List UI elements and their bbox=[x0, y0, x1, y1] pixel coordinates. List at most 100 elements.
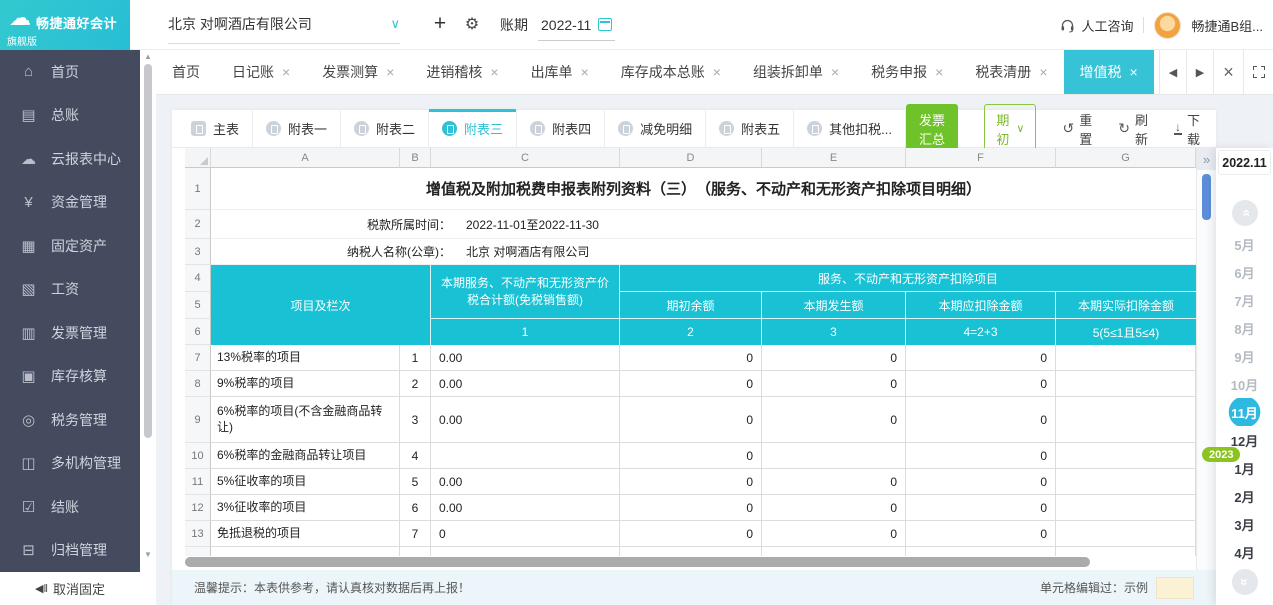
row-number[interactable]: 9 bbox=[185, 397, 211, 443]
row-number[interactable]: 3 bbox=[185, 239, 211, 265]
sheet-tab-annex4[interactable]: 附表四 bbox=[517, 110, 606, 147]
period-picker[interactable]: 2022-11 bbox=[538, 17, 616, 41]
sidebar-item-closing[interactable]: ☑ 结账 bbox=[0, 485, 140, 529]
sidebar-item-home[interactable]: ⌂ 首页 bbox=[0, 50, 140, 94]
settings-gear-icon[interactable]: ⚙ bbox=[464, 16, 480, 33]
month-item[interactable]: 10月 bbox=[1230, 377, 1259, 393]
value-cell[interactable]: 0.00 bbox=[431, 397, 620, 443]
tabs-scroll-left-icon[interactable]: ◀ bbox=[1159, 50, 1186, 94]
value-cell[interactable]: 0 bbox=[762, 521, 906, 547]
sidebar-item-payroll[interactable]: ▧ 工资 bbox=[0, 268, 140, 312]
close-icon[interactable]: × bbox=[1039, 64, 1048, 80]
fullscreen-icon[interactable] bbox=[1243, 50, 1273, 94]
value-cell[interactable]: 0 bbox=[906, 345, 1056, 371]
scroll-up-arrow-icon[interactable]: ▲ bbox=[144, 52, 152, 61]
value-cell[interactable] bbox=[1056, 521, 1196, 547]
value-cell[interactable] bbox=[431, 443, 620, 469]
scrollbar-thumb[interactable] bbox=[144, 64, 152, 438]
value-cell[interactable] bbox=[1056, 371, 1196, 397]
taxpayer-value[interactable]: 北京 对啊酒店有限公司 bbox=[466, 245, 590, 259]
column-header[interactable]: C bbox=[431, 148, 620, 168]
row-number[interactable]: 4 bbox=[185, 265, 211, 292]
value-cell[interactable] bbox=[762, 443, 906, 469]
corner-cell[interactable] bbox=[185, 148, 211, 168]
invoice-summary-button[interactable]: 发票汇总 bbox=[905, 103, 959, 154]
month-item[interactable]: 4月 bbox=[1234, 545, 1255, 561]
sidebar-item-cloud-reports[interactable]: ☁ 云报表中心 bbox=[21, 150, 121, 168]
sheet-tab-annex1[interactable]: 附表一 bbox=[253, 110, 342, 147]
sheet-tab-other-deduction[interactable]: 其他扣税... bbox=[794, 110, 906, 147]
avatar[interactable] bbox=[1154, 11, 1182, 39]
scroll-down-arrow-icon[interactable]: ▼ bbox=[144, 550, 152, 559]
sheet-tab-reduction-detail[interactable]: 减免明细 bbox=[605, 110, 707, 147]
sidebar-item-tax[interactable]: ◎ 税务管理 bbox=[0, 398, 140, 442]
vertical-scrollbar-thumb[interactable] bbox=[1202, 174, 1211, 220]
tabs-scroll-right-icon[interactable]: ▶ bbox=[1186, 50, 1213, 94]
column-header[interactable]: G bbox=[1056, 148, 1196, 168]
row-number[interactable]: 8 bbox=[185, 371, 211, 397]
initial-balance-button[interactable]: 期初 ∨ bbox=[984, 103, 1037, 154]
row-number[interactable]: 11 bbox=[185, 469, 211, 495]
value-cell[interactable] bbox=[1056, 345, 1196, 371]
month-item[interactable]: 5月 bbox=[1234, 237, 1255, 253]
value-cell[interactable]: 0 bbox=[906, 397, 1056, 443]
refresh-button[interactable]: ↻ 刷新 bbox=[1118, 112, 1148, 147]
row-number[interactable]: 10 bbox=[185, 443, 211, 469]
value-cell[interactable]: 0 bbox=[906, 371, 1056, 397]
value-cell[interactable]: 0 bbox=[906, 469, 1056, 495]
value-cell[interactable]: 0 bbox=[620, 469, 762, 495]
close-icon[interactable]: × bbox=[386, 64, 395, 80]
add-account-set-button[interactable]: + bbox=[433, 12, 447, 35]
value-cell[interactable] bbox=[1056, 469, 1196, 495]
close-all-tabs-icon[interactable]: × bbox=[1213, 50, 1243, 94]
tab-tax-filing[interactable]: 税务申报 × bbox=[871, 64, 944, 80]
value-cell[interactable] bbox=[1056, 495, 1196, 521]
sheet-tab-main[interactable]: 主表 bbox=[178, 110, 254, 147]
tab-journal[interactable]: 日记账 × bbox=[232, 64, 291, 80]
value-cell[interactable]: 0 bbox=[620, 371, 762, 397]
row-number[interactable]: 5 bbox=[185, 292, 211, 319]
close-icon[interactable]: × bbox=[935, 64, 944, 80]
month-item[interactable]: 8月 bbox=[1234, 321, 1255, 337]
sheet-tab-annex2[interactable]: 附表二 bbox=[341, 110, 430, 147]
months-scroll-up-button[interactable]: » bbox=[1231, 200, 1258, 226]
sidebar-item-general-ledger[interactable]: ▤ 总账 bbox=[0, 94, 140, 138]
sheet-tab-annex3[interactable]: 附表三 bbox=[429, 109, 518, 147]
value-cell[interactable]: 0 bbox=[620, 345, 762, 371]
value-cell[interactable] bbox=[1056, 397, 1196, 443]
month-item[interactable]: 6月 bbox=[1234, 265, 1255, 281]
sidebar-item-invoices[interactable]: ▥ 发票管理 bbox=[0, 311, 140, 355]
value-cell[interactable]: 0 bbox=[906, 495, 1056, 521]
download-button[interactable]: ↓ 下载 bbox=[1173, 112, 1200, 147]
sidebar-item-archive[interactable]: ⊟ 归档管理 bbox=[0, 529, 140, 573]
close-icon[interactable]: × bbox=[580, 64, 589, 80]
support-link[interactable]: 人工咨询 bbox=[1060, 16, 1133, 35]
close-icon[interactable]: × bbox=[490, 64, 499, 80]
value-cell[interactable]: 0 bbox=[762, 345, 906, 371]
value-cell[interactable]: 0 bbox=[620, 521, 762, 547]
tab-vat[interactable]: 增值税 × bbox=[1063, 50, 1154, 94]
value-cell[interactable]: 0 bbox=[762, 469, 906, 495]
close-icon[interactable]: × bbox=[282, 64, 291, 80]
value-cell[interactable]: 0 bbox=[762, 371, 906, 397]
month-item[interactable]: 7月 bbox=[1234, 293, 1255, 309]
value-cell[interactable]: 0.00 bbox=[431, 345, 620, 371]
column-header[interactable]: B bbox=[400, 148, 431, 168]
close-icon[interactable]: × bbox=[1129, 64, 1138, 80]
tab-outbound-order[interactable]: 出库单 × bbox=[530, 64, 589, 80]
close-icon[interactable]: × bbox=[712, 64, 721, 80]
tax-period-value[interactable]: 2022-11-01至2022-11-30 bbox=[466, 217, 599, 232]
tab-home[interactable]: 首页 bbox=[172, 64, 200, 80]
tab-invoice-calc[interactable]: 发票测算 × bbox=[322, 64, 395, 80]
month-item[interactable]: 12月 bbox=[1230, 433, 1259, 449]
month-item[interactable]: 9月 bbox=[1234, 349, 1255, 365]
row-number[interactable]: 1 bbox=[185, 168, 211, 210]
tab-inventory-cost-ledger[interactable]: 库存成本总账 × bbox=[620, 64, 721, 80]
row-number[interactable]: 12 bbox=[185, 495, 211, 521]
column-header[interactable]: F bbox=[906, 148, 1056, 168]
tab-purchase-sale-audit[interactable]: 进销稽核 × bbox=[426, 64, 499, 80]
unpin-sidebar-button[interactable]: ◀‖ 取消固定 bbox=[0, 572, 140, 605]
horizontal-scrollbar-thumb[interactable] bbox=[185, 557, 1090, 567]
value-cell[interactable] bbox=[1056, 443, 1196, 469]
row-number[interactable]: 6 bbox=[185, 319, 211, 345]
